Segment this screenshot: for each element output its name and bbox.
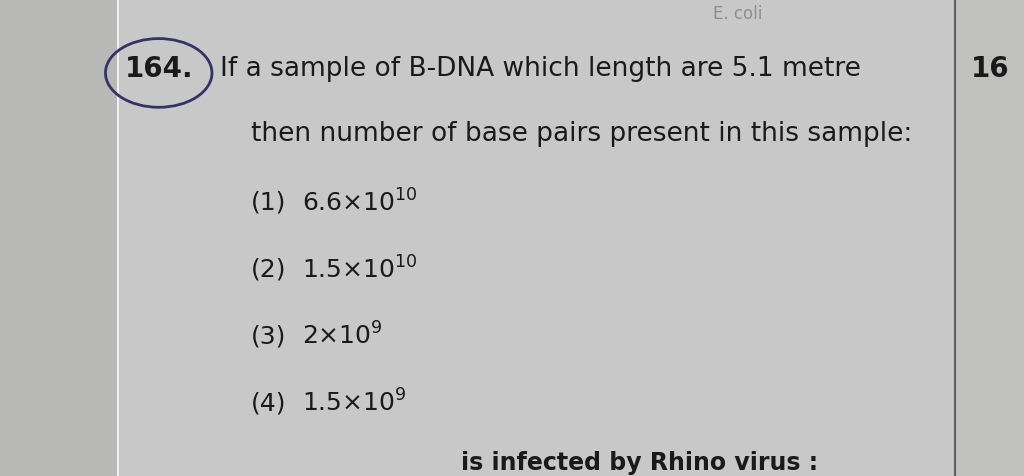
Text: 164.: 164. xyxy=(124,55,194,83)
Text: (3): (3) xyxy=(251,324,287,347)
Text: 2×10$^{9}$: 2×10$^{9}$ xyxy=(302,322,383,349)
Text: then number of base pairs present in this sample:: then number of base pairs present in thi… xyxy=(251,120,912,146)
Text: 1.5×10$^{9}$: 1.5×10$^{9}$ xyxy=(302,388,407,416)
Text: 16: 16 xyxy=(971,55,1010,83)
Text: If a sample of B-DNA which length are 5.1 metre: If a sample of B-DNA which length are 5.… xyxy=(220,56,861,82)
Text: 6.6×10$^{10}$: 6.6×10$^{10}$ xyxy=(302,188,418,216)
Bar xyxy=(0,0,118,476)
Bar xyxy=(955,0,1024,476)
Text: is infected by Rhino virus :: is infected by Rhino virus : xyxy=(461,450,818,474)
Text: (4): (4) xyxy=(251,390,287,414)
Text: (1): (1) xyxy=(251,190,287,214)
Text: E. coli: E. coli xyxy=(713,5,762,23)
Text: (2): (2) xyxy=(251,257,287,281)
Text: 1.5×10$^{10}$: 1.5×10$^{10}$ xyxy=(302,255,418,283)
